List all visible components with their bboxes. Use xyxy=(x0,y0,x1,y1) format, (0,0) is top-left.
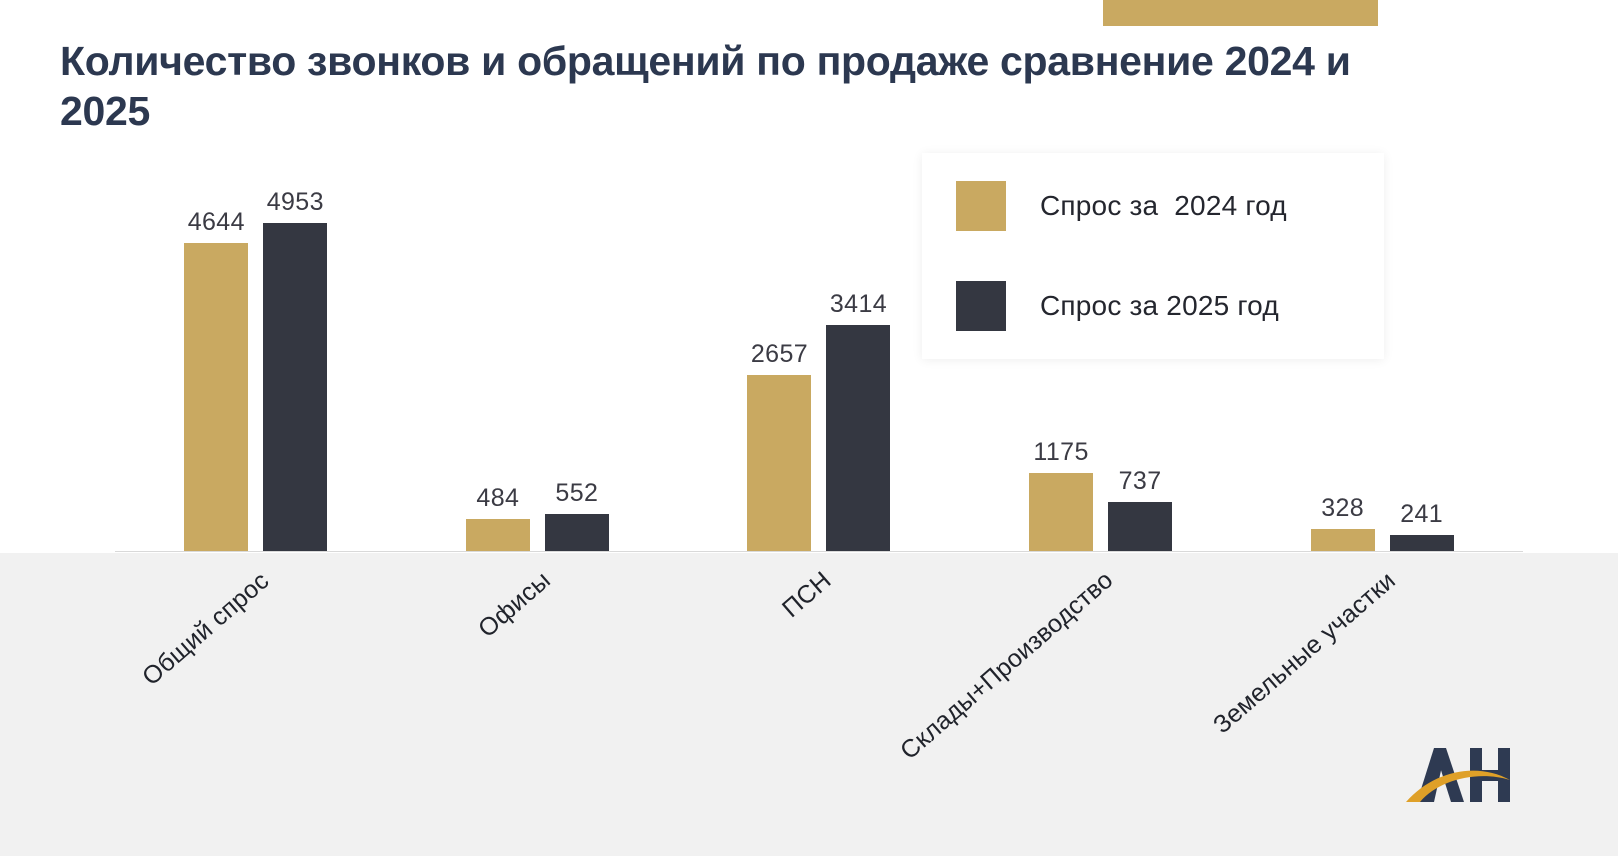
bar-value-label: 737 xyxy=(1118,467,1162,495)
bar-value-label: 2657 xyxy=(750,340,809,368)
bar[interactable] xyxy=(1108,502,1173,551)
bar[interactable] xyxy=(544,514,609,551)
bar[interactable] xyxy=(184,243,249,551)
bar-value-label: 4953 xyxy=(266,188,324,216)
bar-group: 484 552 xyxy=(397,140,679,551)
bar-column: 4953 xyxy=(263,140,328,551)
bar[interactable] xyxy=(1029,473,1094,551)
bar-group: 4644 4953 xyxy=(115,140,397,551)
bar[interactable] xyxy=(1310,529,1375,551)
top-gold-accent-bar xyxy=(1103,0,1378,26)
bar-value-label: 4644 xyxy=(187,208,245,236)
bar-value-label: 1175 xyxy=(1033,438,1089,466)
bar[interactable] xyxy=(465,519,530,551)
bar-value-label: 3414 xyxy=(829,290,888,318)
bar-column: 328 xyxy=(1310,140,1375,551)
bar-group: 1175 737 xyxy=(960,140,1242,551)
bar-chart-plot-area: 4644 4953 484 552 2657 3414 1175 737 328 241 xyxy=(0,140,1618,552)
bar-column: 1175 xyxy=(1029,140,1094,551)
bar-value-label: 552 xyxy=(555,479,599,507)
bar-group: 2657 3414 xyxy=(678,140,960,551)
bar-column: 552 xyxy=(544,140,609,551)
bar-column: 3414 xyxy=(826,140,891,551)
bar-groups: 4644 4953 484 552 2657 3414 1175 737 328 241 xyxy=(115,140,1523,551)
bar-value-label: 484 xyxy=(476,484,520,512)
bar-column: 4644 xyxy=(184,140,249,551)
bar-column: 241 xyxy=(1389,140,1454,551)
legend-label-2024: Спрос за 2024 год xyxy=(1040,190,1287,221)
x-axis-baseline xyxy=(115,551,1523,552)
bar[interactable] xyxy=(826,325,891,551)
legend-label-2025: Спрос за 2025 год xyxy=(1040,290,1279,321)
legend-item-2024: Спрос за 2024 год xyxy=(956,181,1384,231)
chart-legend: Спрос за 2024 год Спрос за 2025 год xyxy=(922,153,1384,359)
bar-group: 328 241 xyxy=(1241,140,1523,551)
bottom-gray-panel xyxy=(0,553,1618,856)
bar-column: 484 xyxy=(465,140,530,551)
legend-swatch-2025 xyxy=(956,281,1006,331)
legend-item-2025: Спрос за 2025 год xyxy=(956,281,1384,331)
bar-value-label: 328 xyxy=(1321,494,1365,522)
bar-value-label: 241 xyxy=(1400,500,1444,528)
bar-column: 737 xyxy=(1108,140,1173,551)
page-title: Количество звонков и обращений по продаж… xyxy=(60,38,1351,135)
legend-swatch-2024 xyxy=(956,181,1006,231)
bar[interactable] xyxy=(1389,535,1454,551)
bar-column: 2657 xyxy=(747,140,812,551)
an-logo xyxy=(1404,740,1512,810)
bar[interactable] xyxy=(263,223,328,551)
bar[interactable] xyxy=(747,375,812,551)
